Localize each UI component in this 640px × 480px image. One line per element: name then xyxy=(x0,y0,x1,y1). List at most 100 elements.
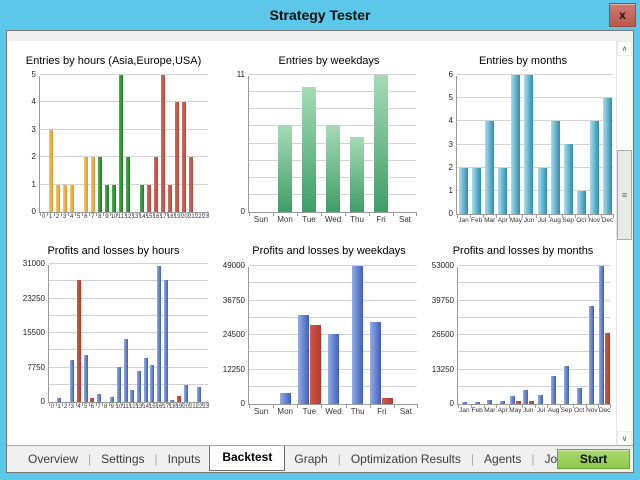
scroll-down-button[interactable]: ∨ xyxy=(617,431,632,446)
bar-entries-oct xyxy=(576,191,586,214)
bar-profit-9 xyxy=(110,397,115,402)
x-axis-tick xyxy=(169,402,170,406)
x-axis-label: Jun xyxy=(523,217,535,224)
y-axis-label: 15500 xyxy=(22,328,45,337)
bar-profit-20 xyxy=(183,385,188,402)
x-axis-label: Jan xyxy=(459,407,470,414)
bar-usa-20 xyxy=(182,102,187,212)
x-axis-label: 1 xyxy=(57,404,61,410)
bar-usa-19 xyxy=(175,102,180,212)
bar-europe-12 xyxy=(126,157,131,212)
x-axis-label: 17 xyxy=(162,404,169,410)
bar-profit-apr xyxy=(500,401,506,404)
x-axis-tick xyxy=(321,404,323,408)
tab-bar: Overview | Settings | Inputs Backtest Graph | Op… xyxy=(7,445,633,472)
bar-entries-sep xyxy=(563,144,573,214)
bar-entries-mar xyxy=(485,121,495,214)
gridline xyxy=(40,74,208,75)
tab-optimization-results[interactable]: Optimization Results xyxy=(350,452,461,466)
x-axis-tick xyxy=(470,214,472,218)
bar-profit-18 xyxy=(170,400,175,402)
x-axis-label: Wed xyxy=(324,215,342,224)
bar-asia-7 xyxy=(90,157,95,212)
x-axis-label: 21 xyxy=(188,404,196,410)
gridline xyxy=(49,383,208,385)
x-axis-tick xyxy=(194,212,196,216)
x-axis-tick xyxy=(470,404,472,408)
chart-title: Profits and losses by weekdays xyxy=(252,245,406,257)
tab-inputs[interactable]: Inputs xyxy=(167,452,201,466)
bar-europe-11 xyxy=(118,75,123,212)
x-axis-tick xyxy=(75,402,77,406)
x-axis-label: 22 xyxy=(195,214,202,220)
x-axis-tick xyxy=(321,212,322,216)
x-axis-tick xyxy=(416,212,417,216)
x-axis-label: 9 xyxy=(110,404,114,410)
tab-separator: | xyxy=(337,452,341,466)
x-axis-tick xyxy=(47,212,49,216)
x-axis-label: 10 xyxy=(115,404,123,410)
x-axis-tick xyxy=(166,212,168,216)
x-axis-label: 16 xyxy=(155,404,163,410)
tab-graph[interactable]: Graph xyxy=(294,452,328,466)
vertical-scrollbar[interactable]: ∧ ≡ ∨ xyxy=(616,41,632,446)
x-axis-tick xyxy=(115,402,117,406)
x-axis-label: 2 xyxy=(55,214,60,220)
gridline xyxy=(249,299,417,301)
x-axis-label: Mar xyxy=(484,407,496,414)
y-axis-label: 23250 xyxy=(22,293,45,303)
y-axis-label: 1 xyxy=(31,179,36,189)
tab-backtest[interactable]: Backtest xyxy=(209,445,286,471)
x-axis-label: Thu xyxy=(350,215,364,224)
scroll-up-button[interactable]: ∧ xyxy=(617,41,632,56)
x-axis-label: 10 xyxy=(110,214,118,220)
chart-entries-by-months: Entries by months 0 1 2 3 4 5 6 Jan Feb Mar Apr May… xyxy=(429,55,617,235)
y-axis-label: 11 xyxy=(236,70,245,79)
tab-overview[interactable]: Overview xyxy=(28,452,79,466)
bar-asia-2 xyxy=(55,185,60,212)
bar-asia-4 xyxy=(69,185,74,212)
gridline xyxy=(458,368,610,370)
x-axis-tick xyxy=(54,212,56,216)
gridline xyxy=(40,128,208,130)
x-axis-tick xyxy=(187,212,189,216)
y-axis-label: 13250 xyxy=(431,364,454,374)
bar-entries-feb xyxy=(472,168,482,214)
tab-settings[interactable]: Settings xyxy=(101,452,145,466)
x-axis-tick xyxy=(297,404,299,408)
title-bar[interactable]: Strategy Tester x xyxy=(0,0,640,30)
y-axis-label: 24500 xyxy=(222,330,245,339)
x-axis-label: Mar xyxy=(484,217,496,224)
bar-profit-fri xyxy=(370,322,382,404)
start-button[interactable]: Start xyxy=(557,449,630,469)
x-axis-label: Wed xyxy=(325,407,342,416)
bar-profit-thu xyxy=(352,266,364,404)
x-axis-label: Sat xyxy=(398,215,412,224)
x-axis-tick xyxy=(345,404,347,408)
bar-profit-tue xyxy=(297,315,309,404)
close-button[interactable]: x xyxy=(609,3,636,27)
y-axis-label: 0 xyxy=(240,399,245,408)
x-axis-label: 6 xyxy=(90,404,94,410)
bar-loss-fri xyxy=(382,398,394,404)
y-axis-label: 31000 xyxy=(22,259,45,268)
bar-profit-mar xyxy=(487,400,493,404)
bar-profit-7 xyxy=(97,394,101,402)
x-axis-label: 5 xyxy=(77,214,81,220)
tab-agents[interactable]: Agents xyxy=(484,452,522,466)
x-axis-label: 19 xyxy=(175,404,183,410)
bar-profit-dec xyxy=(599,266,605,404)
gridline xyxy=(40,156,208,158)
bar-profit-wed xyxy=(328,334,339,404)
x-axis-tick xyxy=(109,402,110,406)
x-axis-tick xyxy=(110,212,112,216)
x-axis-label: 19 xyxy=(173,214,181,220)
x-axis-tick xyxy=(175,402,177,406)
gridline xyxy=(457,189,613,191)
bar-europe-9 xyxy=(104,185,109,212)
x-axis-tick xyxy=(82,402,84,406)
chart-title: Profits and losses by months xyxy=(452,245,594,257)
scrollbar-thumb[interactable]: ≡ xyxy=(617,150,632,240)
y-axis-label: 36750 xyxy=(222,295,245,305)
x-axis-tick xyxy=(610,404,611,408)
